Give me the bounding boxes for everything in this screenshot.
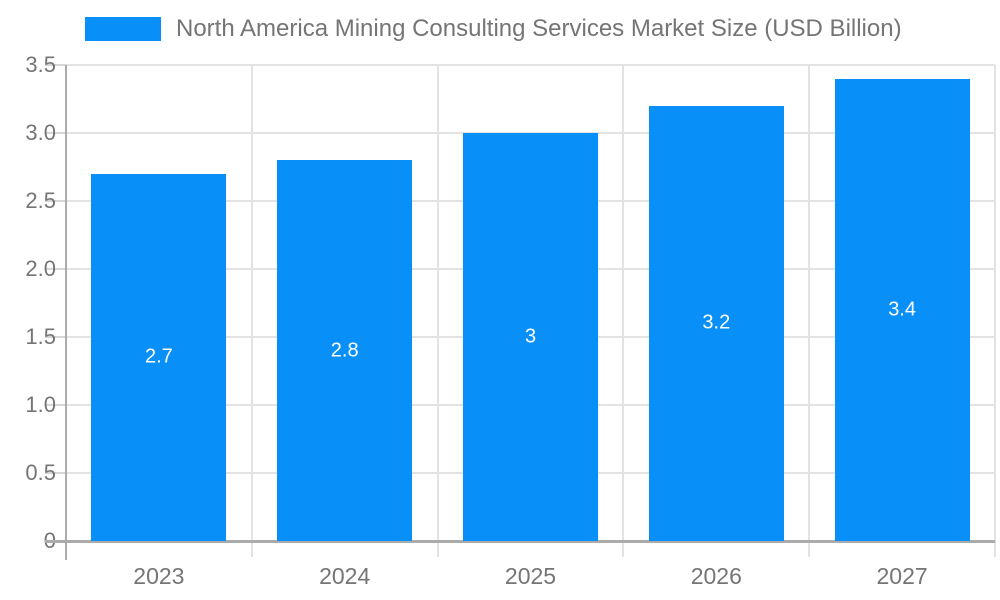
v-gridline <box>808 65 811 557</box>
bar[interactable] <box>277 160 413 541</box>
x-axis-label: 2026 <box>690 563 742 589</box>
y-axis-label: 2.5 <box>25 188 56 213</box>
bar-value-label: 3 <box>524 325 537 348</box>
y-axis-tick <box>45 268 66 270</box>
x-axis-label: 2027 <box>876 563 928 589</box>
v-gridline <box>436 65 439 557</box>
y-axis-line <box>65 65 67 560</box>
x-axis-label: 2023 <box>133 563 185 589</box>
y-axis-label: 2.0 <box>25 256 56 281</box>
x-axis-line <box>45 540 995 543</box>
h-gridline <box>66 64 995 66</box>
legend-label: North America Mining Consulting Services… <box>176 15 902 42</box>
y-axis-tick <box>45 336 66 338</box>
y-axis-label: 0.5 <box>25 460 56 485</box>
y-axis-label: 3.5 <box>25 52 56 77</box>
x-axis-label: 2025 <box>504 563 557 589</box>
y-axis-tick <box>45 132 66 134</box>
y-axis-label: 1.0 <box>25 392 56 417</box>
bar[interactable] <box>834 78 970 541</box>
y-axis-tick <box>45 200 66 202</box>
y-axis-tick <box>45 472 66 474</box>
bar[interactable] <box>91 173 227 541</box>
v-gridline <box>994 65 996 557</box>
v-gridline <box>250 65 253 557</box>
bar-value-label: 3.4 <box>888 298 916 321</box>
legend-item[interactable]: North America Mining Consulting Services… <box>85 14 902 44</box>
y-axis-tick <box>45 64 66 66</box>
legend-swatch <box>85 17 161 41</box>
bar-value-label: 3.2 <box>702 311 731 334</box>
y-axis-tick <box>45 404 66 406</box>
v-gridline <box>622 65 625 557</box>
y-axis-label: 1.5 <box>25 324 56 349</box>
bar-value-label: 2.8 <box>330 339 359 362</box>
bar[interactable] <box>463 133 598 541</box>
y-axis-label: 3.0 <box>25 120 56 145</box>
bar-value-label: 2.7 <box>144 345 173 368</box>
x-axis-label: 2024 <box>319 563 371 589</box>
bar[interactable] <box>648 105 784 541</box>
